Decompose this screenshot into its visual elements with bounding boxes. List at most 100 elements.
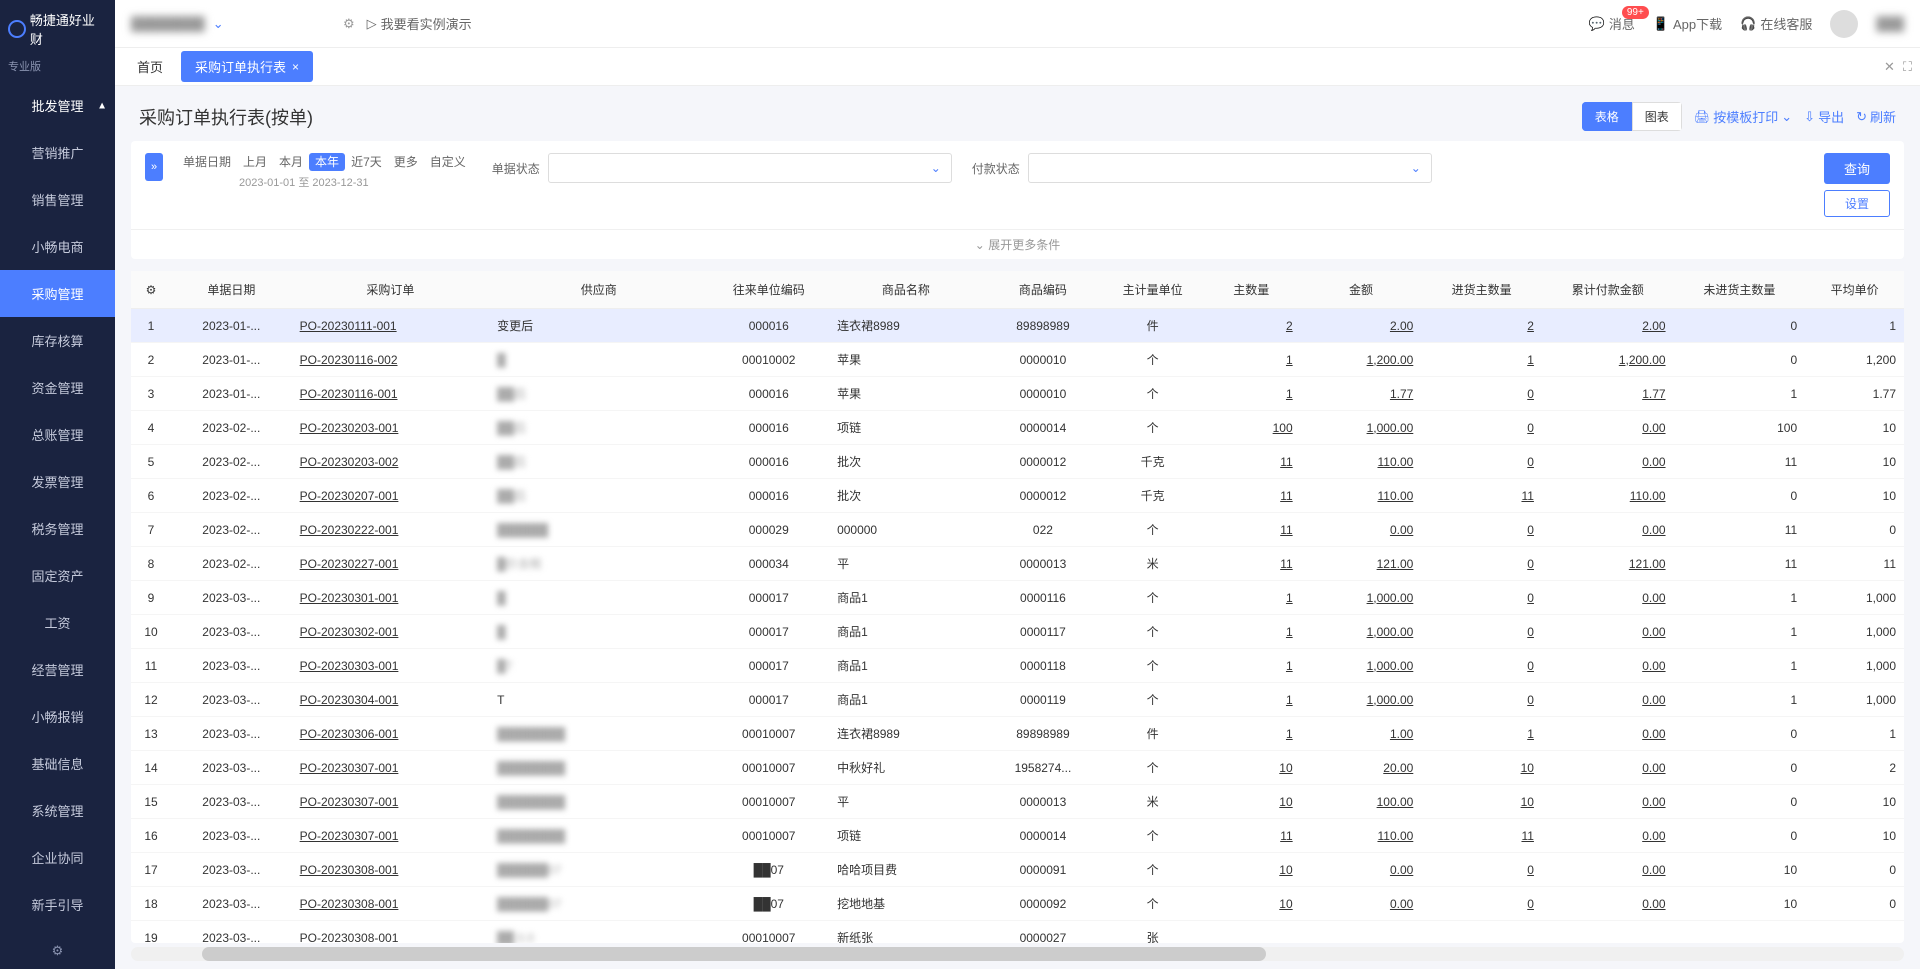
sidebar-item-采购管理[interactable]: 采购管理 (0, 270, 115, 317)
qty-link[interactable]: 1 (1286, 625, 1293, 639)
table-row[interactable]: 182023-03-...PO-20230308-001██████07██07… (131, 887, 1904, 921)
table-row[interactable]: 92023-03-...PO-20230301-001█000017商品1000… (131, 581, 1904, 615)
table-row[interactable]: 72023-02-...PO-20230222-001██████0000290… (131, 513, 1904, 547)
app-download-button[interactable]: 📱 App下载 (1653, 14, 1722, 33)
settings-gear-icon[interactable]: ⚙ (0, 933, 115, 969)
view-chart-button[interactable]: 图表 (1632, 102, 1682, 131)
col-header[interactable]: 金额 (1301, 271, 1422, 309)
inqty-link[interactable]: 0 (1527, 863, 1534, 877)
sidebar-item-库存核算[interactable]: 库存核算 (0, 317, 115, 364)
amount-link[interactable]: 2.00 (1390, 319, 1413, 333)
date-opt-自定义[interactable]: 自定义 (424, 153, 472, 171)
inqty-link[interactable]: 1 (1527, 353, 1534, 367)
po-link[interactable]: PO-20230302-001 (300, 625, 399, 639)
sidebar-item-企业协同[interactable]: 企业协同 (0, 834, 115, 881)
tab-home[interactable]: 首页 (123, 51, 177, 82)
amount-link[interactable]: 0.00 (1390, 863, 1413, 877)
inqty-link[interactable]: 0 (1527, 421, 1534, 435)
col-header[interactable]: 未进货主数量 (1674, 271, 1806, 309)
col-header[interactable]: 平均单价 (1805, 271, 1904, 309)
amount-link[interactable]: 0.00 (1390, 523, 1413, 537)
table-row[interactable]: 22023-01-...PO-20230116-002█00010002苹果00… (131, 343, 1904, 377)
paid-link[interactable]: 121.00 (1629, 557, 1666, 571)
view-table-button[interactable]: 表格 (1582, 102, 1632, 131)
amount-link[interactable]: 100.00 (1377, 795, 1414, 809)
amount-link[interactable]: 1,200.00 (1367, 353, 1414, 367)
sidebar-item-小畅报销[interactable]: 小畅报销 (0, 693, 115, 740)
sidebar-item-固定资产[interactable]: 固定资产 (0, 552, 115, 599)
export-button[interactable]: ⇩ 导出 (1804, 107, 1844, 126)
table-row[interactable]: 62023-02-...PO-20230207-001██后000016批次00… (131, 479, 1904, 513)
qty-link[interactable]: 11 (1280, 557, 1292, 571)
inqty-link[interactable]: 0 (1527, 897, 1534, 911)
search-button[interactable]: 查询 (1824, 153, 1890, 184)
sidebar-item-总账管理[interactable]: 总账管理 (0, 411, 115, 458)
table-row[interactable]: 32023-01-...PO-20230116-001██后000016苹果00… (131, 377, 1904, 411)
paid-link[interactable]: 110.00 (1630, 489, 1666, 503)
customer-service-button[interactable]: 🎧 在线客服 (1740, 14, 1812, 33)
table-settings-icon[interactable]: ⚙ (146, 283, 157, 297)
paid-link[interactable]: 0.00 (1642, 421, 1665, 435)
po-link[interactable]: PO-20230301-001 (300, 591, 399, 605)
col-header[interactable]: 主数量 (1202, 271, 1301, 309)
table-row[interactable]: 52023-02-...PO-20230203-002██后000016批次00… (131, 445, 1904, 479)
amount-link[interactable]: 1.00 (1390, 727, 1413, 741)
sidebar-item-系统管理[interactable]: 系统管理 (0, 787, 115, 834)
inqty-link[interactable]: 2 (1527, 319, 1534, 333)
inqty-link[interactable]: 0 (1527, 693, 1534, 707)
col-header[interactable]: 进货主数量 (1421, 271, 1542, 309)
po-link[interactable]: PO-20230303-001 (300, 659, 399, 673)
qty-link[interactable]: 11 (1280, 489, 1292, 503)
paid-link[interactable]: 0.00 (1642, 863, 1665, 877)
paid-link[interactable]: 0.00 (1642, 727, 1665, 741)
col-header[interactable]: 主计量单位 (1103, 271, 1202, 309)
sidebar-item-基础信息[interactable]: 基础信息 (0, 740, 115, 787)
table-row[interactable]: 122023-03-...PO-20230304-001T000017商品100… (131, 683, 1904, 717)
refresh-button[interactable]: ↻ 刷新 (1856, 107, 1896, 126)
horizontal-scrollbar[interactable] (131, 947, 1904, 961)
inqty-link[interactable]: 0 (1527, 455, 1534, 469)
paid-link[interactable]: 1,200.00 (1619, 353, 1666, 367)
po-link[interactable]: PO-20230207-001 (300, 489, 399, 503)
po-link[interactable]: PO-20230307-001 (300, 795, 399, 809)
fullscreen-icon[interactable]: ⛶ (1903, 59, 1912, 75)
po-link[interactable]: PO-20230308-001 (300, 897, 399, 911)
sidebar-item-批发管理[interactable]: 批发管理▲ (0, 82, 115, 129)
date-opt-更多[interactable]: 更多 (388, 153, 424, 171)
col-header[interactable]: 商品编码 (983, 271, 1104, 309)
paid-link[interactable]: 0.00 (1642, 591, 1665, 605)
qty-link[interactable]: 1 (1286, 693, 1293, 707)
qty-link[interactable]: 10 (1279, 761, 1292, 775)
table-row[interactable]: 152023-03-...PO-20230307-001████████0001… (131, 785, 1904, 819)
po-link[interactable]: PO-20230227-001 (300, 557, 399, 571)
company-select[interactable]: ████████ ⌄ (131, 16, 331, 32)
col-header[interactable]: ⚙ (131, 271, 171, 309)
amount-link[interactable]: 1.77 (1390, 387, 1413, 401)
inqty-link[interactable]: 11 (1521, 829, 1533, 843)
print-button[interactable]: 🖨 按模板打印 ⌄ (1694, 107, 1792, 126)
po-link[interactable]: PO-20230203-001 (300, 421, 399, 435)
qty-link[interactable]: 1 (1286, 387, 1293, 401)
inqty-link[interactable]: 0 (1527, 659, 1534, 673)
demo-link[interactable]: ▷ 我要看实例演示 (367, 14, 472, 33)
expand-filters-button[interactable]: ⌄ 展开更多条件 (131, 229, 1904, 259)
paid-link[interactable]: 2.00 (1642, 319, 1665, 333)
po-link[interactable]: PO-20230222-001 (300, 523, 399, 537)
date-opt-上月[interactable]: 上月 (237, 153, 273, 171)
qty-link[interactable]: 1 (1286, 659, 1293, 673)
pay-status-select[interactable]: ⌄ (1028, 153, 1432, 183)
sidebar-item-资金管理[interactable]: 资金管理 (0, 364, 115, 411)
amount-link[interactable]: 110.00 (1377, 455, 1413, 469)
po-link[interactable]: PO-20230304-001 (300, 693, 399, 707)
amount-link[interactable]: 110.00 (1377, 489, 1413, 503)
amount-link[interactable]: 1,000.00 (1367, 625, 1414, 639)
amount-link[interactable]: 110.00 (1377, 829, 1413, 843)
paid-link[interactable]: 0.00 (1642, 523, 1665, 537)
table-row[interactable]: 42023-02-...PO-20230203-001██后000016项链00… (131, 411, 1904, 445)
close-icon[interactable]: × (292, 60, 299, 74)
date-opt-本月[interactable]: 本月 (273, 153, 309, 171)
collapse-filter-button[interactable]: » (145, 153, 163, 181)
date-opt-本年[interactable]: 本年 (309, 153, 345, 171)
paid-link[interactable]: 0.00 (1642, 693, 1665, 707)
messages-button[interactable]: 💬 消息 99+ (1589, 14, 1635, 33)
